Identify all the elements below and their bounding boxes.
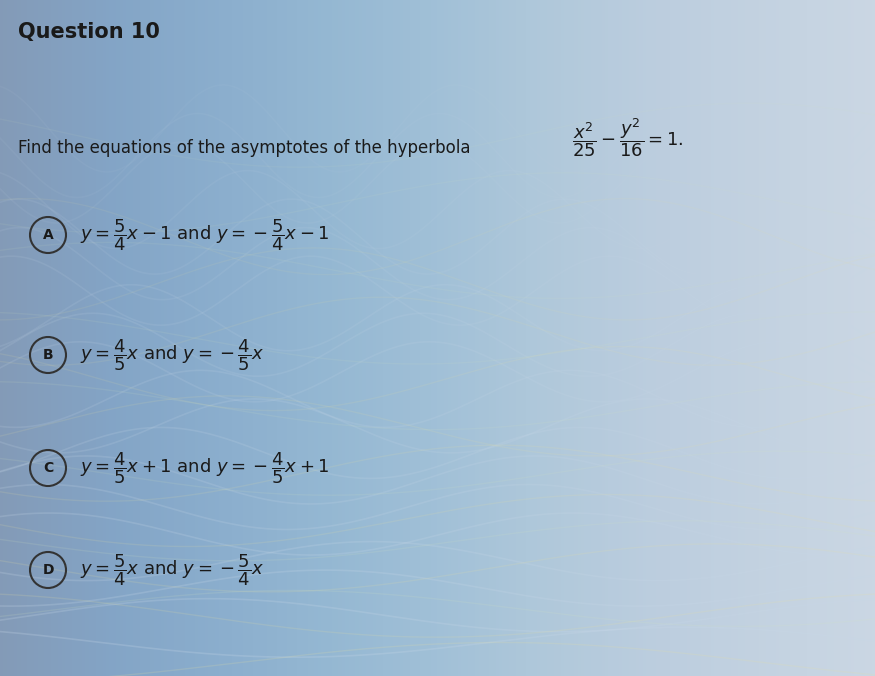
Text: $y=\dfrac{5}{4}x-1$ and $y=-\dfrac{5}{4}x-1$: $y=\dfrac{5}{4}x-1$ and $y=-\dfrac{5}{4}… bbox=[80, 217, 330, 253]
Text: A: A bbox=[43, 228, 53, 242]
Text: Find the equations of the asymptotes of the hyperbola: Find the equations of the asymptotes of … bbox=[18, 139, 471, 157]
Text: $y=\dfrac{4}{5}x+1$ and $y=-\dfrac{4}{5}x+1$: $y=\dfrac{4}{5}x+1$ and $y=-\dfrac{4}{5}… bbox=[80, 450, 330, 486]
Text: C: C bbox=[43, 461, 53, 475]
Text: D: D bbox=[42, 563, 53, 577]
Text: $y=\dfrac{4}{5}x$ and $y=-\dfrac{4}{5}x$: $y=\dfrac{4}{5}x$ and $y=-\dfrac{4}{5}x$ bbox=[80, 337, 264, 373]
Text: B: B bbox=[43, 348, 53, 362]
Text: $\dfrac{x^2}{25} - \dfrac{y^2}{16} = 1$.: $\dfrac{x^2}{25} - \dfrac{y^2}{16} = 1$. bbox=[572, 117, 683, 160]
Text: $y=\dfrac{5}{4}x$ and $y=-\dfrac{5}{4}x$: $y=\dfrac{5}{4}x$ and $y=-\dfrac{5}{4}x$ bbox=[80, 552, 264, 588]
Text: Question 10: Question 10 bbox=[18, 22, 160, 42]
